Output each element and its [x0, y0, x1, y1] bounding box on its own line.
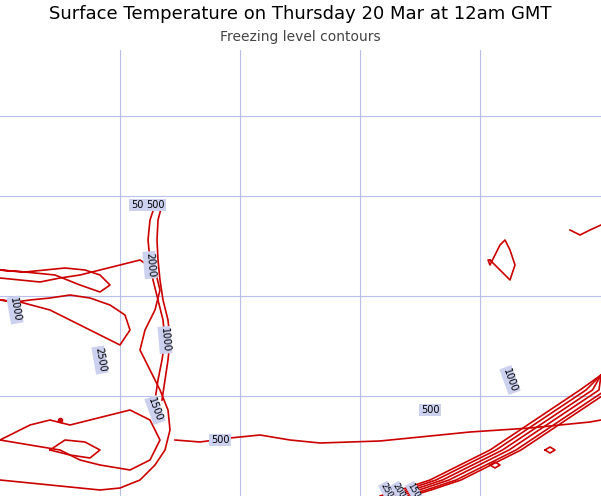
- Text: 2000: 2000: [144, 252, 156, 278]
- Text: 500: 500: [421, 405, 439, 415]
- Text: 1000: 1000: [8, 297, 22, 323]
- Text: 1500: 1500: [146, 397, 164, 423]
- Text: 500: 500: [146, 200, 164, 210]
- Text: 1000: 1000: [501, 367, 519, 393]
- Text: 1000: 1000: [159, 327, 171, 353]
- Text: Freezing level contours: Freezing level contours: [220, 30, 381, 45]
- Text: 2500: 2500: [379, 482, 397, 496]
- Text: 500: 500: [211, 435, 229, 445]
- Text: 2500: 2500: [93, 347, 107, 373]
- Text: 2000: 2000: [391, 482, 409, 496]
- Text: 1500: 1500: [406, 482, 424, 496]
- Text: Surface Temperature on Thursday 20 Mar at 12am GMT: Surface Temperature on Thursday 20 Mar a…: [49, 5, 552, 23]
- Text: 500: 500: [131, 200, 149, 210]
